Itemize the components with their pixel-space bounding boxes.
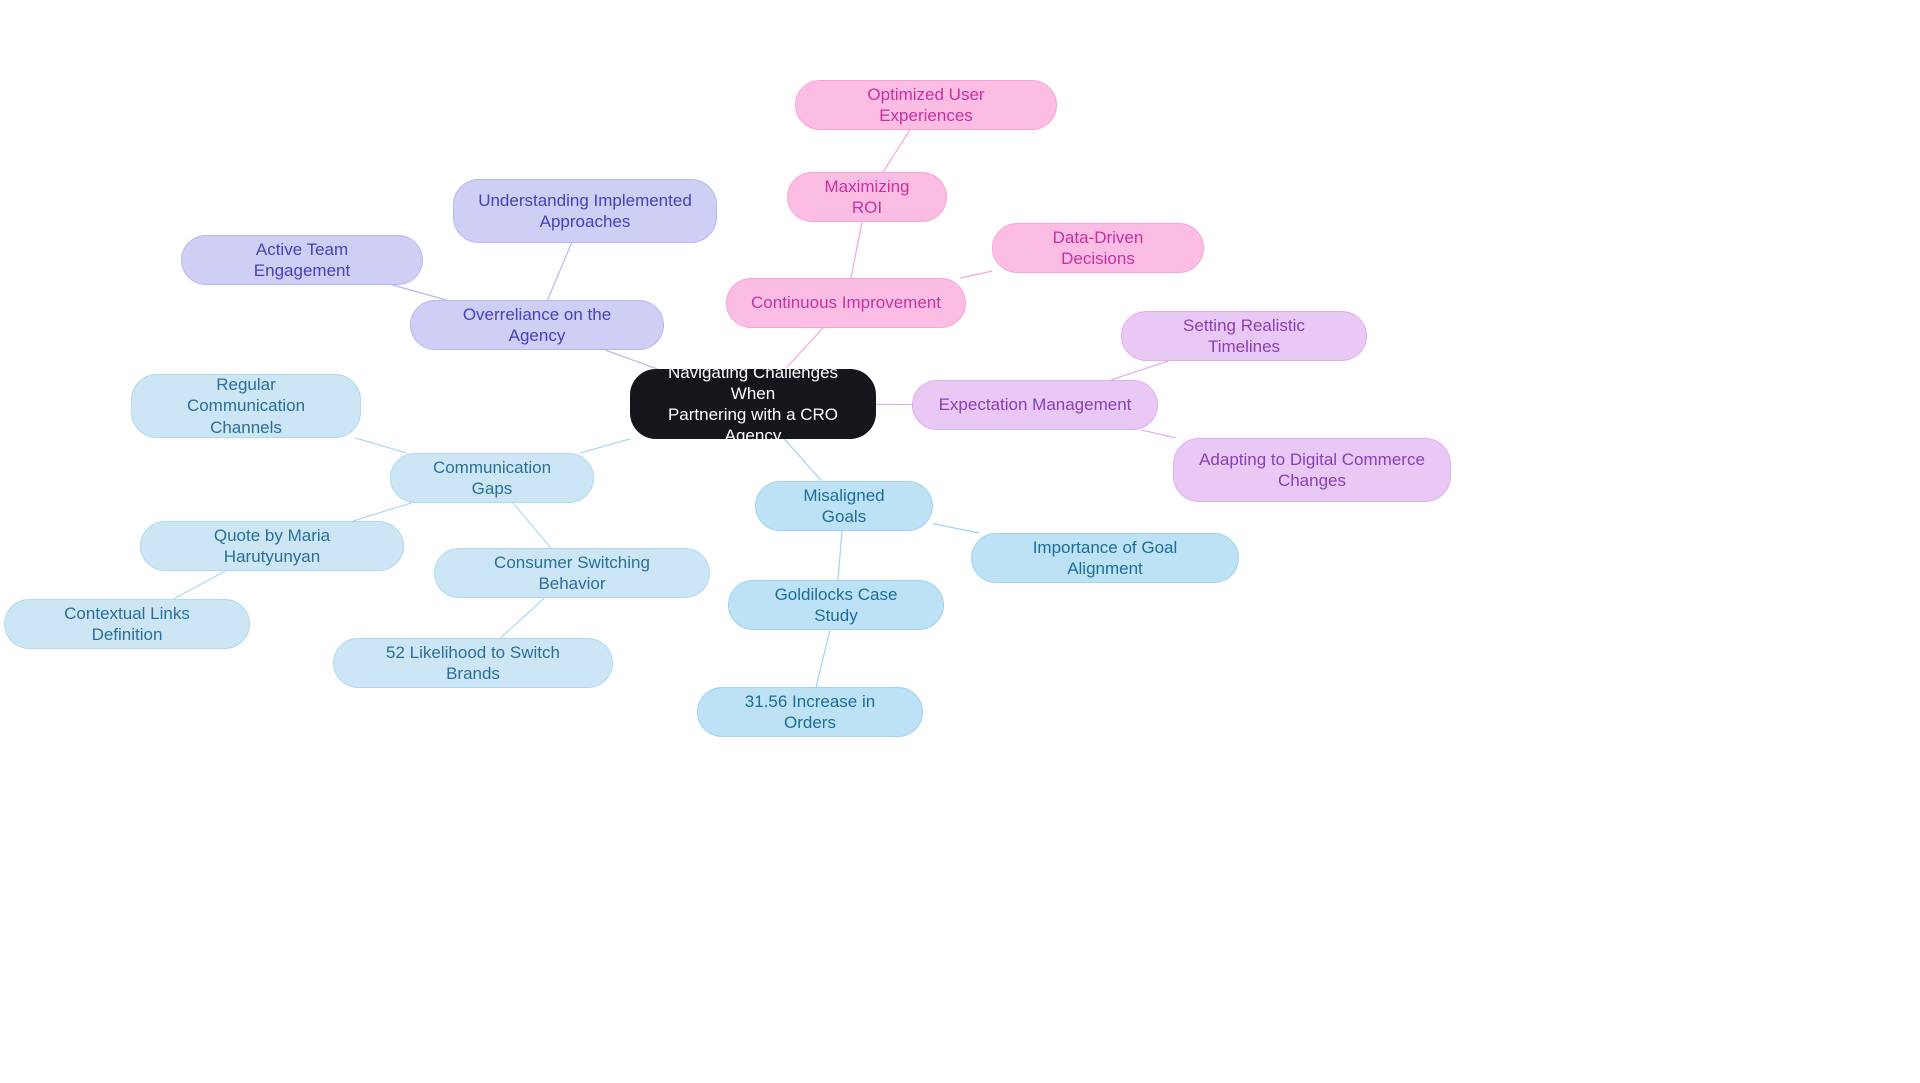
node-label: Continuous Improvement [751, 292, 941, 313]
edge-misaligned-goldilocks [838, 531, 842, 580]
node-label: Maximizing ROI [812, 176, 922, 219]
edge-quote-context-links [173, 571, 225, 599]
node-orders: 31.56 Increase in Orders [697, 687, 923, 737]
edge-switch-beh-switch-52 [501, 598, 545, 638]
node-label: Optimized User Experiences [820, 84, 1032, 127]
edge-comm-gaps-quote [353, 503, 411, 521]
node-expect: Expectation Management [912, 380, 1158, 430]
node-label: 52 Likelihood to Switch Brands [358, 642, 588, 685]
node-goal-align: Importance of Goal Alignment [971, 533, 1239, 583]
node-context-links: Contextual Links Definition [4, 599, 250, 649]
node-active-team: Active Team Engagement [181, 235, 423, 285]
node-comm-gaps: Communication Gaps [390, 453, 594, 503]
node-label: Data-Driven Decisions [1017, 227, 1179, 270]
edge-cont-improve-max-roi [851, 222, 862, 278]
edge-root-overreliance [605, 350, 657, 369]
node-label: Goldilocks Case Study [753, 584, 919, 627]
node-cont-improve: Continuous Improvement [726, 278, 966, 328]
node-misaligned: Misaligned Goals [755, 481, 933, 531]
edge-comm-gaps-switch-beh [513, 503, 551, 548]
node-label: Understanding Implemented Approaches [478, 190, 692, 233]
node-timelines: Setting Realistic Timelines [1121, 311, 1367, 361]
node-quote: Quote by Maria Harutyunyan [140, 521, 404, 571]
node-label: Overreliance on the Agency [435, 304, 639, 347]
node-label: Regular Communication Channels [156, 374, 336, 438]
node-label: Expectation Management [939, 394, 1132, 415]
mindmap-canvas: Navigating Challenges When Partnering wi… [0, 0, 1920, 1083]
node-max-roi: Maximizing ROI [787, 172, 947, 222]
edge-max-roi-opt-ux [883, 130, 910, 172]
node-understanding: Understanding Implemented Approaches [453, 179, 717, 243]
edge-overreliance-understanding [548, 243, 572, 300]
node-opt-ux: Optimized User Experiences [795, 80, 1057, 130]
edge-expect-adapting [1142, 430, 1176, 438]
node-reg-chan: Regular Communication Channels [131, 374, 361, 438]
edge-overreliance-active-team [392, 285, 446, 300]
edge-comm-gaps-reg-chan [355, 438, 406, 453]
node-root: Navigating Challenges When Partnering wi… [630, 369, 876, 439]
node-label: Quote by Maria Harutyunyan [165, 525, 379, 568]
node-label: Consumer Switching Behavior [459, 552, 685, 595]
node-adapting: Adapting to Digital Commerce Changes [1173, 438, 1451, 502]
node-label: Contextual Links Definition [29, 603, 225, 646]
node-data-driven: Data-Driven Decisions [992, 223, 1204, 273]
node-label: 31.56 Increase in Orders [722, 691, 898, 734]
edge-goldilocks-orders [816, 630, 830, 687]
node-label: Misaligned Goals [780, 485, 908, 528]
node-label: Navigating Challenges When Partnering wi… [655, 362, 851, 447]
node-label: Active Team Engagement [206, 239, 398, 282]
edge-cont-improve-data-driven [961, 271, 992, 278]
node-label: Adapting to Digital Commerce Changes [1199, 449, 1425, 492]
node-label: Setting Realistic Timelines [1146, 315, 1342, 358]
node-label: Importance of Goal Alignment [996, 537, 1214, 580]
node-label: Communication Gaps [415, 457, 569, 500]
node-switch-beh: Consumer Switching Behavior [434, 548, 710, 598]
node-overreliance: Overreliance on the Agency [410, 300, 664, 350]
node-switch-52: 52 Likelihood to Switch Brands [333, 638, 613, 688]
edge-misaligned-goal-align [933, 524, 980, 533]
node-goldilocks: Goldilocks Case Study [728, 580, 944, 630]
edge-root-comm-gaps [580, 439, 630, 453]
edge-expect-timelines [1111, 361, 1169, 380]
